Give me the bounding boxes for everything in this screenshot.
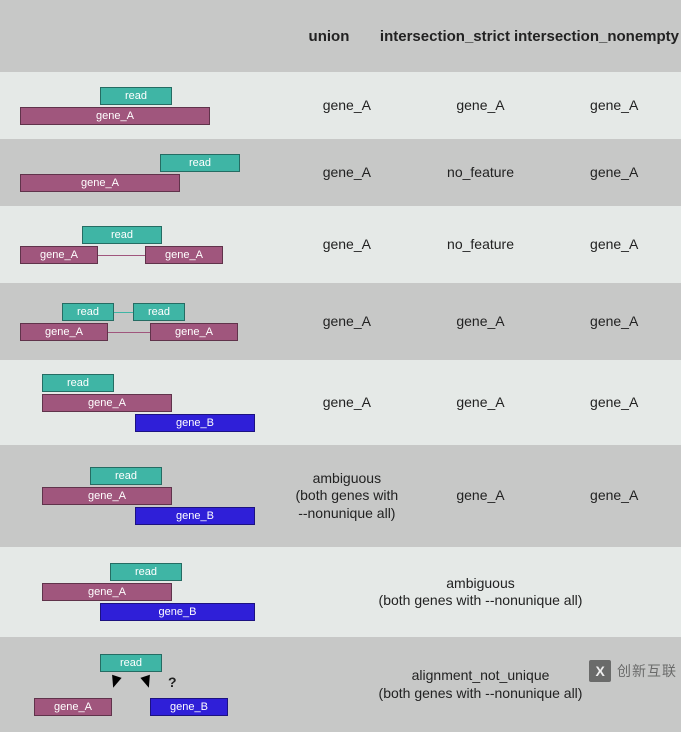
diagram-stack: read gene_A gene_A xyxy=(20,226,260,264)
arrow-icon xyxy=(140,674,153,689)
result-union: gene_A xyxy=(280,93,414,119)
result-nonempty: gene_A xyxy=(547,309,681,335)
geneA-block: gene_A xyxy=(42,487,172,505)
arrow-icon xyxy=(108,674,121,689)
geneA-block: gene_A xyxy=(145,246,223,264)
diagram-cell: read gene_A gene_B? xyxy=(0,644,280,726)
geneA-block: gene_A xyxy=(42,583,172,601)
question-mark: ? xyxy=(168,674,177,690)
watermark-text: 创新互联 xyxy=(617,663,677,679)
result-nonempty: gene_A xyxy=(547,483,681,509)
scenario-row-2: readgene_Agene_Ano_featuregene_A xyxy=(0,139,681,206)
read-block: read xyxy=(100,87,172,105)
connector-line xyxy=(98,255,145,256)
result-wide: ambiguous(both genes with --nonunique al… xyxy=(280,571,681,614)
read-block: read xyxy=(90,467,162,485)
result-nonempty: gene_A xyxy=(547,232,681,258)
diagram-stack: read gene_A gene_B? xyxy=(20,654,260,716)
header-union: union xyxy=(280,22,378,51)
header-strict: intersection_strict xyxy=(378,22,512,51)
watermark-logo: X xyxy=(589,660,611,682)
geneB-block: gene_B xyxy=(135,507,255,525)
result-nonempty: gene_A xyxy=(547,93,681,119)
read-block: read xyxy=(100,654,162,672)
result-union: ambiguous(both genes with--nonunique all… xyxy=(280,466,414,527)
geneB-block: gene_B xyxy=(135,414,255,432)
result-union: gene_A xyxy=(280,160,414,186)
result-strict: gene_A xyxy=(414,309,548,335)
diagram-stack: read read gene_A gene_A xyxy=(20,303,260,341)
result-union: gene_A xyxy=(280,390,414,416)
read-block: read xyxy=(42,374,114,392)
diagram-stack: read gene_A xyxy=(20,87,260,125)
diagram-cell: read gene_A gene_B xyxy=(0,364,280,442)
result-union: gene_A xyxy=(280,309,414,335)
geneA-block: gene_A xyxy=(42,394,172,412)
diagram-cell: read gene_A gene_B xyxy=(0,553,280,631)
diagram-cell: read gene_A gene_B xyxy=(0,457,280,535)
result-nonempty: gene_A xyxy=(547,160,681,186)
geneB-block: gene_B xyxy=(100,603,255,621)
diagram-stack: read gene_A xyxy=(20,154,260,192)
geneA-block: gene_A xyxy=(150,323,238,341)
diagram-stack: read gene_A gene_B xyxy=(20,374,260,432)
scenario-row-8: readgene_Agene_B?alignment_not_unique(bo… xyxy=(0,637,681,732)
read-block: read xyxy=(133,303,185,321)
connector-line xyxy=(114,312,133,313)
result-strict: gene_A xyxy=(414,483,548,509)
result-union: gene_A xyxy=(280,232,414,258)
connector-line xyxy=(108,332,150,333)
diagram-stack: read gene_A gene_B xyxy=(20,467,260,525)
geneA-block: gene_A xyxy=(20,107,210,125)
diagram-cell: read gene_A xyxy=(0,77,280,135)
scenario-row-4: readreadgene_Agene_Agene_Agene_Agene_A xyxy=(0,283,681,360)
header-spacer xyxy=(0,26,280,46)
scenario-row-6: read gene_A gene_B ambiguous(both genes wit… xyxy=(0,445,681,547)
geneB-block: gene_B xyxy=(150,698,228,716)
diagram-cell: read read gene_A gene_A xyxy=(0,293,280,351)
geneA-block: gene_A xyxy=(20,323,108,341)
result-strict: gene_A xyxy=(414,93,548,119)
diagram-stack: read gene_A gene_B xyxy=(20,563,260,621)
scenario-row-3: readgene_Agene_Agene_Ano_featuregene_A xyxy=(0,206,681,283)
header-nonempty: intersection_nonempty xyxy=(512,22,681,51)
scenario-row-5: readgene_Agene_Bgene_Agene_Agene_A xyxy=(0,360,681,445)
header-row: union intersection_strict intersection_n… xyxy=(0,0,681,72)
scenario-row-1: readgene_Agene_Agene_Agene_A xyxy=(0,72,681,139)
diagram-cell: read gene_A gene_A xyxy=(0,216,280,274)
read-block: read xyxy=(62,303,114,321)
geneA-block: gene_A xyxy=(34,698,112,716)
read-block: read xyxy=(110,563,182,581)
watermark: X 创新互联 xyxy=(589,660,677,682)
geneA-block: gene_A xyxy=(20,246,98,264)
scenario-row-7: read gene_A gene_B ambiguous(both genes wit… xyxy=(0,547,681,637)
result-strict: no_feature xyxy=(414,160,548,186)
result-strict: no_feature xyxy=(414,232,548,258)
result-strict: gene_A xyxy=(414,390,548,416)
read-block: read xyxy=(82,226,162,244)
diagram-cell: read gene_A xyxy=(0,144,280,202)
read-block: read xyxy=(160,154,240,172)
geneA-block: gene_A xyxy=(20,174,180,192)
result-nonempty: gene_A xyxy=(547,390,681,416)
